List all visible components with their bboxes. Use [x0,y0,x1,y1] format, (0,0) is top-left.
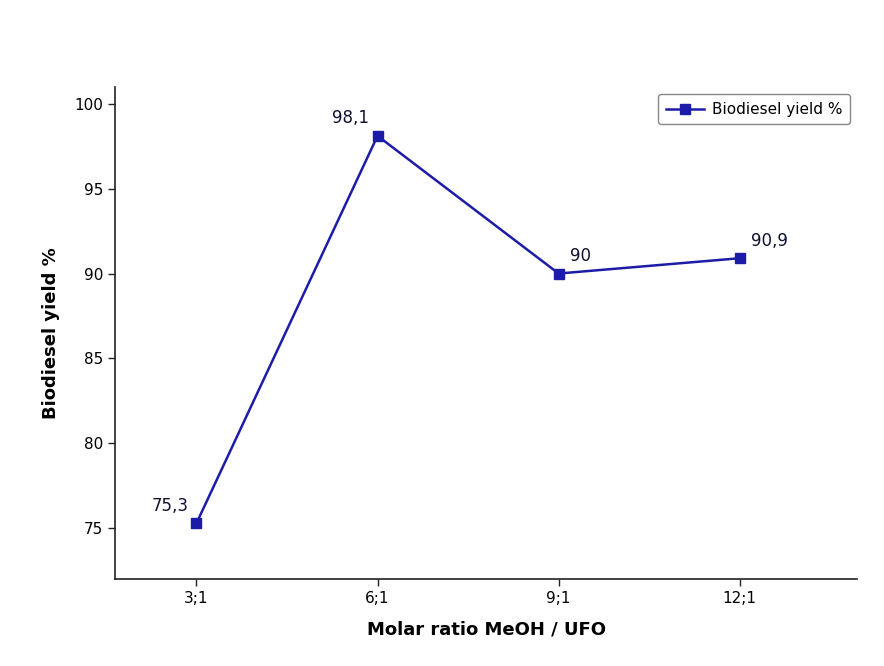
Biodiesel yield % [735,254,745,262]
Text: 90,9: 90,9 [751,232,788,250]
Text: 75,3: 75,3 [151,497,188,515]
Text: 98,1: 98,1 [332,109,370,127]
Legend: Biodiesel yield %: Biodiesel yield % [659,94,850,125]
Line: Biodiesel yield %: Biodiesel yield % [192,131,744,528]
Biodiesel yield % [191,519,202,527]
Y-axis label: Biodiesel yield %: Biodiesel yield % [42,247,60,419]
Biodiesel yield % [553,270,564,278]
X-axis label: Molar ratio MeOH / UFO: Molar ratio MeOH / UFO [367,620,606,638]
Text: 90: 90 [569,247,591,265]
Biodiesel yield % [372,132,383,140]
